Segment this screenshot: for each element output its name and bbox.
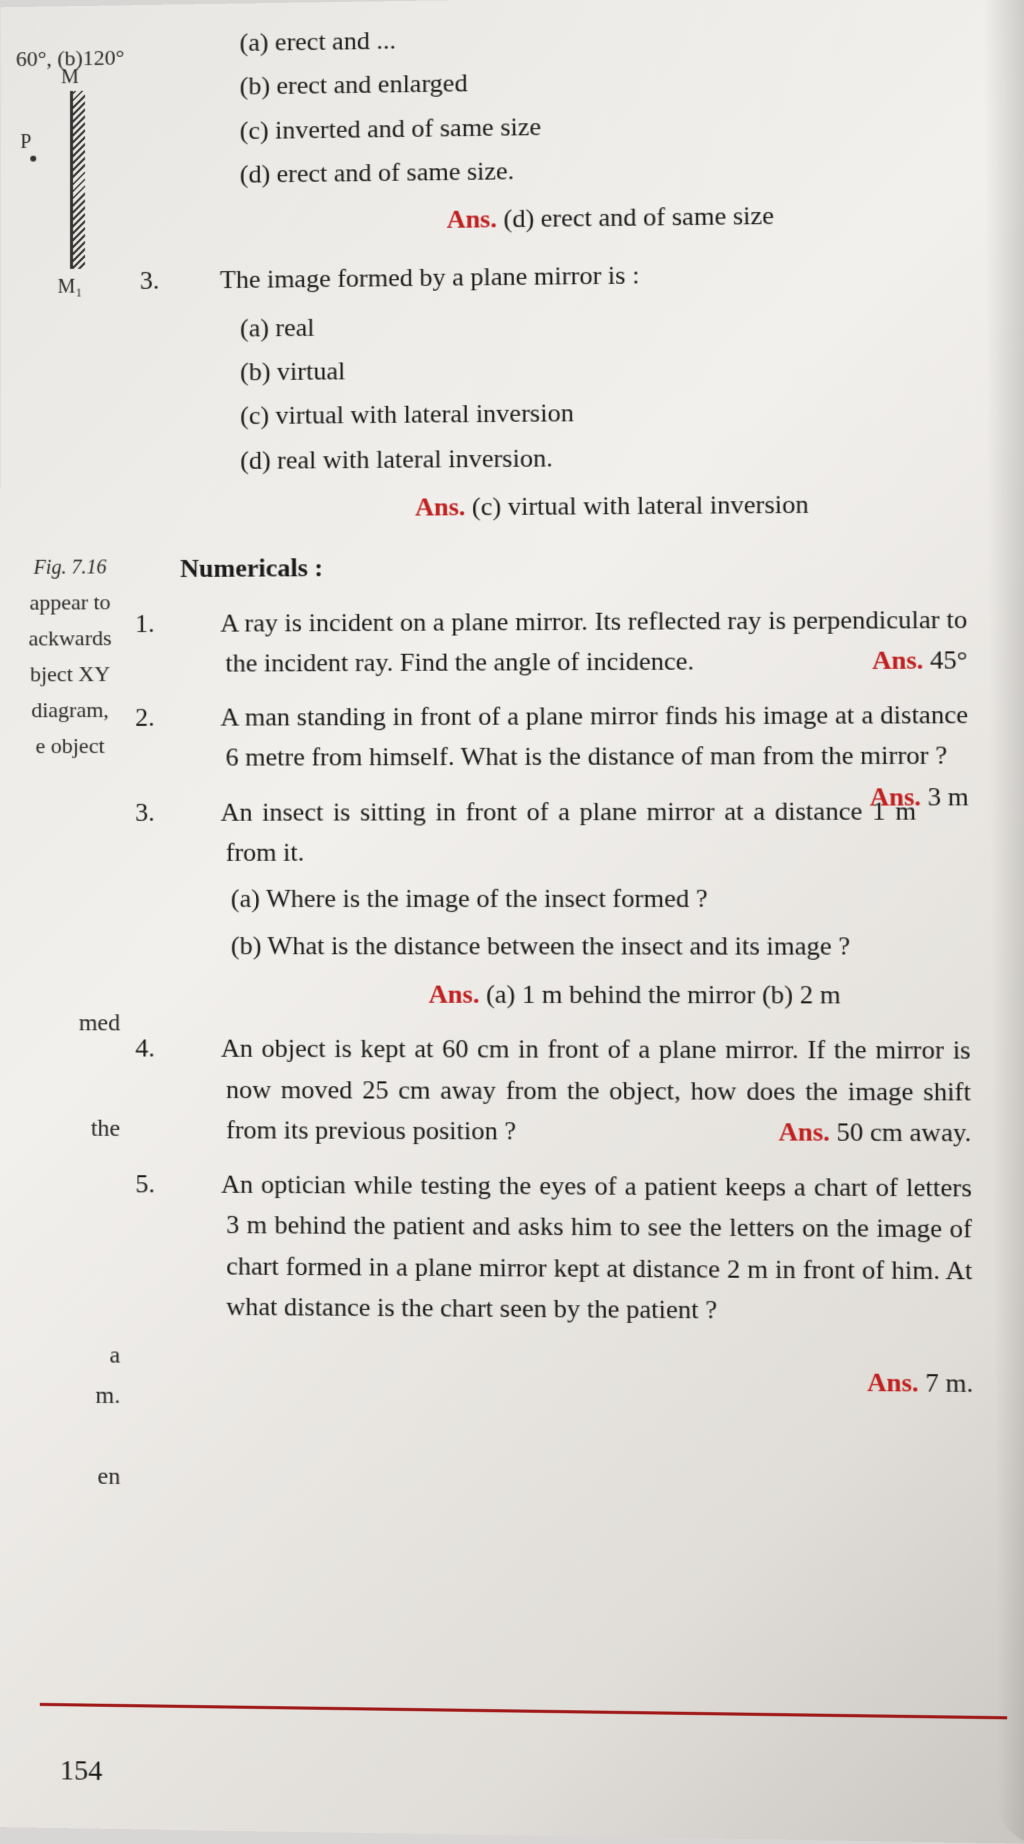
- margin-en: en: [0, 1463, 120, 1491]
- n5-answer: Ans. 7 m.: [181, 1357, 974, 1404]
- n1-answer: Ans. 45°: [918, 640, 968, 681]
- n2-text: A man standing in front of a plane mirro…: [220, 700, 968, 772]
- ans-text: 7 m.: [925, 1368, 973, 1398]
- n3-sub-a: (a) Where is the image of the insect for…: [231, 879, 970, 920]
- main-content: (a) erect and ... (b) erect and enlarged…: [180, 12, 1005, 1405]
- mirror-label-m1: M₁: [58, 276, 83, 299]
- prev-option-d: (d) erect and of same size.: [240, 145, 964, 194]
- ans-label: Ans.: [872, 645, 924, 675]
- n3-sub-b: (b) What is the distance between the ins…: [231, 926, 970, 967]
- margin-the: the: [0, 1115, 120, 1143]
- left-margin-column: 60°, (b)120° M P M₁ Fig. 7.16 appear to …: [0, 45, 140, 760]
- margin-text-1: appear to: [0, 589, 140, 616]
- n1-num: 1.: [180, 603, 220, 643]
- margin-text-3: bject XY: [0, 661, 140, 687]
- q3-option-d: (d) real with lateral inversion.: [240, 435, 966, 481]
- ans-label: Ans.: [415, 492, 466, 521]
- q3-text: The image formed by a plane mirror is :: [220, 261, 640, 294]
- q3-option-b: (b) virtual: [240, 346, 965, 393]
- n3-num: 3.: [180, 792, 220, 832]
- numerical-3: 3.An insect is sitting in front of a pla…: [180, 791, 969, 873]
- margin-med: med: [0, 1010, 120, 1037]
- page-divider: [40, 1703, 1007, 1719]
- ans-text: (d) erect and of same size: [503, 201, 774, 233]
- prev-answer: Ans. (d) erect and of same size: [260, 194, 964, 243]
- numerical-1: 1.A ray is incident on a plane mirror. I…: [180, 599, 968, 684]
- numerical-5: 5.An optician while testing the eyes of …: [181, 1164, 973, 1332]
- margin-text-5: e object: [0, 733, 140, 759]
- page-number: 154: [60, 1755, 102, 1788]
- n1-text: A ray is incident on a plane mirror. Its…: [220, 604, 967, 677]
- margin-a: a: [0, 1342, 120, 1370]
- margin-text-2: ackwards: [0, 625, 140, 652]
- ans-text: 50 cm away.: [836, 1117, 971, 1147]
- prev-option-a: (a) erect and ...: [240, 12, 963, 63]
- n2-answer: Ans. 3 m: [916, 777, 969, 818]
- numerical-4: 4.An object is kept at 60 cm in front of…: [181, 1029, 972, 1154]
- n2-num: 2.: [180, 698, 220, 738]
- numericals-header: Numericals :: [180, 544, 967, 589]
- numerical-2: 2.A man standing in front of a plane mir…: [180, 695, 968, 779]
- q3-option-a: (a) real: [240, 301, 965, 349]
- ans-label: Ans.: [867, 1368, 919, 1398]
- mirror-label-m: M: [61, 66, 79, 89]
- mirror-diagram: M P M₁: [55, 81, 85, 279]
- q3-answer: Ans. (c) virtual with lateral inversion: [260, 483, 966, 528]
- ans-label: Ans.: [447, 205, 497, 234]
- prev-option-b: (b) erect and enlarged: [240, 57, 964, 107]
- n3-text: An insect is sitting in front of a plane…: [221, 796, 917, 867]
- ans-text: 45°: [930, 645, 968, 675]
- q3-option-c: (c) virtual with lateral inversion: [240, 390, 966, 437]
- q3-num: 3.: [180, 261, 220, 301]
- textbook-page: 60°, (b)120° M P M₁ Fig. 7.16 appear to …: [0, 0, 1024, 1844]
- margin-text-4: diagram,: [0, 697, 140, 723]
- question-3: 3.The image formed by a plane mirror is …: [180, 252, 965, 301]
- ans-label: Ans.: [429, 979, 480, 1008]
- n3-answer: Ans. (a) 1 m behind the mirror (b) 2 m: [302, 974, 971, 1016]
- mirror-hatch: [73, 91, 85, 269]
- ans-label: Ans.: [778, 1117, 830, 1147]
- point-p-dot: [30, 156, 36, 162]
- prev-option-c: (c) inverted and of same size: [240, 101, 964, 151]
- point-p-label: P: [20, 131, 31, 154]
- n5-num: 5.: [181, 1164, 221, 1205]
- ans-text: (a) 1 m behind the mirror (b) 2 m: [486, 980, 841, 1010]
- ans-text: 3 m: [928, 782, 969, 811]
- n4-answer: Ans. 50 cm away.: [825, 1112, 972, 1154]
- figure-label: Fig. 7.16: [0, 556, 140, 580]
- ans-text: (c) virtual with lateral inversion: [472, 490, 809, 521]
- n4-num: 4.: [181, 1029, 221, 1070]
- n5-text: An optician while testing the eyes of a …: [221, 1170, 972, 1325]
- margin-m: m.: [0, 1382, 120, 1410]
